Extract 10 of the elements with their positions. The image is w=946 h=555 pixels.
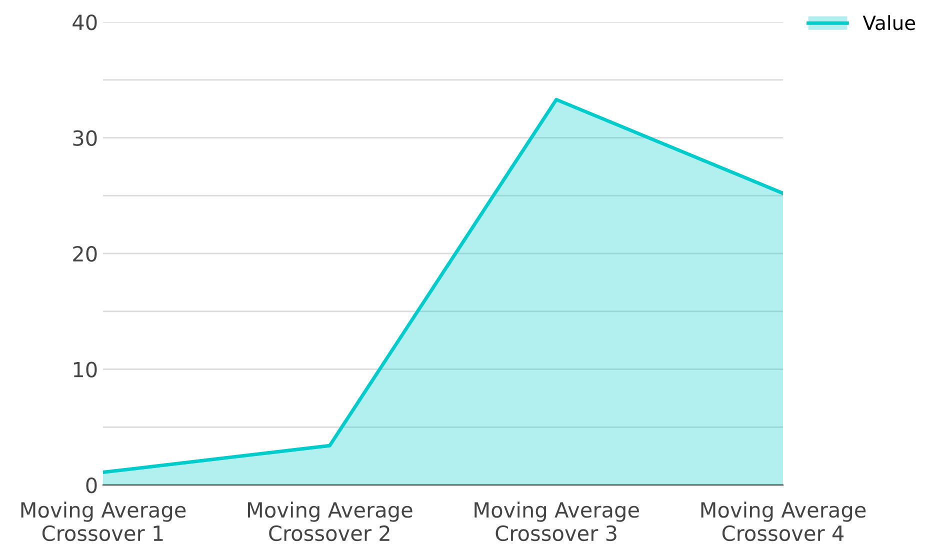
x-tick-label: Moving Average Crossover 4 [701,502,866,542]
legend-label: Value [862,15,916,30]
y-tick-label: 10 [74,362,97,378]
x-tick-label: Moving Average Crossover 1 [21,502,186,542]
y-tick-label: 40 [72,14,97,30]
y-tick-label: 0 [86,477,97,494]
x-tick-label: Moving Average Crossover 2 [248,502,412,542]
y-tick-label: 30 [73,130,97,146]
x-tick-label: Moving Average Crossover 3 [474,502,639,542]
y-tick-label: 20 [73,246,97,262]
